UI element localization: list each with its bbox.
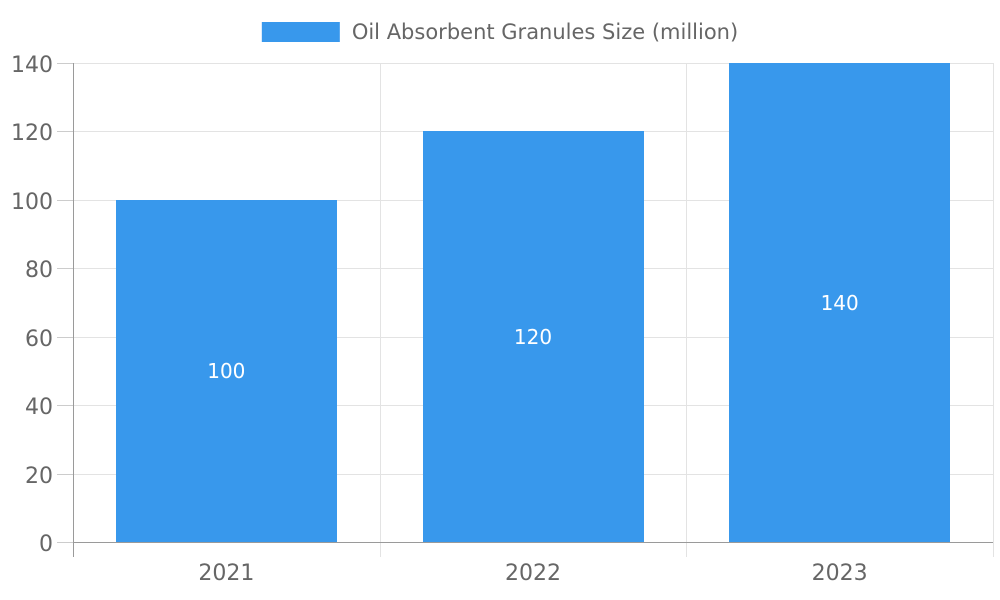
bar[interactable] — [116, 199, 337, 542]
y-axis-tick — [57, 405, 73, 407]
y-axis-tick — [57, 268, 73, 270]
bar-value-label: 140 — [820, 290, 859, 315]
x-axis-tick-label: 2021 — [198, 561, 255, 586]
gridline-vertical — [686, 63, 688, 557]
x-axis-tick-label: 2023 — [811, 561, 868, 586]
x-axis-line — [73, 542, 993, 543]
y-axis-tick-label: 100 — [11, 189, 53, 215]
y-axis-tick — [57, 542, 73, 543]
y-axis-line — [73, 63, 74, 557]
y-axis-tick-label: 0 — [39, 532, 53, 557]
y-axis-tick-label: 80 — [25, 258, 53, 284]
y-axis-tick-label: 20 — [25, 463, 53, 489]
legend[interactable]: Oil Absorbent Granules Size (million) — [261, 20, 739, 44]
y-axis-tick — [57, 63, 73, 64]
bar-value-label: 120 — [513, 324, 553, 349]
legend-swatch-icon — [261, 22, 340, 42]
y-axis-tick — [57, 473, 73, 475]
x-axis-tick-label: 2022 — [505, 561, 561, 586]
y-axis-tick — [57, 199, 73, 201]
bar-value-label: 100 — [207, 358, 246, 383]
y-axis-tick-label: 40 — [25, 395, 53, 421]
gridline-horizontal — [73, 63, 993, 64]
y-axis-tick-label: 60 — [25, 326, 53, 352]
y-axis-tick-label: 140 — [11, 53, 53, 78]
y-axis-tick-label: 120 — [11, 121, 53, 147]
bar[interactable] — [423, 131, 644, 542]
y-axis-tick — [57, 131, 73, 133]
y-axis-tick — [57, 336, 73, 338]
gridline-vertical — [993, 63, 994, 557]
bar[interactable] — [729, 63, 950, 542]
gridline-vertical — [379, 63, 381, 557]
legend-label: Oil Absorbent Granules Size (million) — [351, 20, 739, 44]
